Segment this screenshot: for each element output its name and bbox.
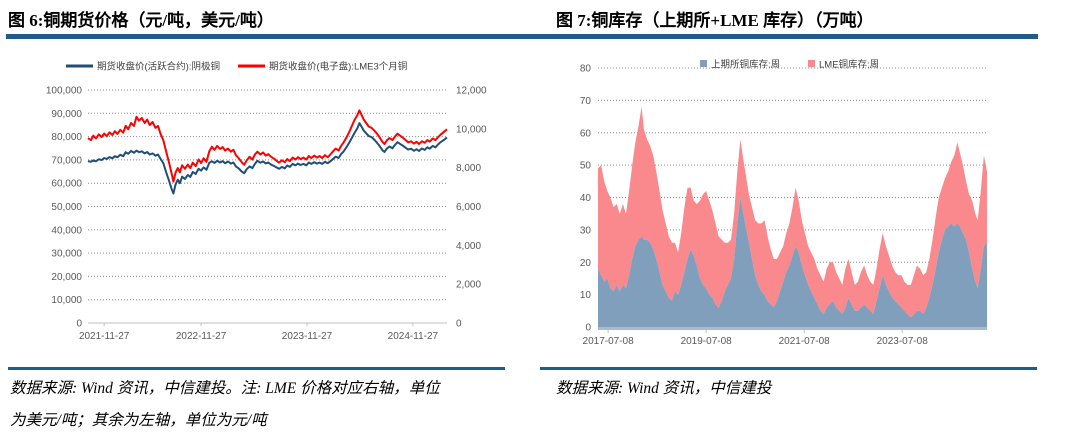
price-right-axis-label: 8,000	[456, 163, 481, 174]
price-gridlines	[88, 89, 447, 301]
inventory-area-lme	[598, 106, 987, 318]
price-left-axis-label: 70,000	[51, 155, 82, 166]
price-left-axis-label: 80,000	[51, 132, 82, 143]
price-plot-area: 0 10,000 20,000 30,000 40,000 50,000 60,000 70,…	[46, 86, 487, 343]
legend-lme-price-label: 期货收盘价(电子盘):LME3个月铜	[269, 61, 407, 73]
price-left-axis-label: 90,000	[51, 109, 82, 120]
left-source-line-2: 为美元/吨；其余为左轴，单位为元/吨	[10, 412, 267, 429]
title-divider-rule	[6, 34, 1038, 39]
price-right-axis-label: 6,000	[456, 202, 481, 213]
inventory-y-axis-label: 70	[580, 96, 592, 107]
price-x-axis-label: 2021-11-27	[79, 331, 130, 342]
price-legend: 期货收盘价(活跃合约):阴极铜 期货收盘价(电子盘):LME3个月铜	[66, 61, 407, 73]
right-source-note: 数据来源: Wind 资讯，中信建投	[556, 373, 771, 405]
inventory-chart-panel: 上期所铜库存:周 LME铜库存:周 0 10 20 30 40 50 60 70 80 2017-…	[540, 46, 1080, 376]
price-left-axis-label: 10,000	[51, 295, 82, 306]
price-chart: 期货收盘价(活跃合约):阴极铜 期货收盘价(电子盘):LME3个月铜 0 10,0…	[46, 61, 487, 343]
inventory-area-shfe	[598, 197, 987, 327]
price-right-axis-label: 0	[456, 319, 462, 330]
inventory-y-axis-label: 20	[580, 258, 592, 269]
inventory-y-axis-label: 60	[580, 128, 592, 139]
price-right-axis-label: 10,000	[456, 124, 487, 135]
left-source-line-1: 数据来源: Wind 资讯，中信建投。注: LME 价格对应右轴，单位	[10, 380, 440, 397]
legend-lme-inventory-label: LME铜库存:周	[819, 59, 879, 71]
price-chart-panel: 期货收盘价(活跃合约):阴极铜 期货收盘价(电子盘):LME3个月铜 0 10,0…	[0, 46, 540, 376]
inventory-y-axis-label: 50	[580, 161, 592, 172]
price-left-axis-label: 30,000	[51, 249, 82, 260]
left-chart-title: 图 6:铜期货价格（元/吨，美元/吨）	[8, 11, 274, 30]
inventory-y-axis-label: 40	[580, 193, 592, 204]
inventory-legend: 上期所铜库存:周 LME铜库存:周	[700, 59, 879, 71]
legend-shfe-price-label: 期货收盘价(活跃合约):阴极铜	[97, 61, 220, 73]
price-left-axis-label: 100,000	[46, 86, 83, 97]
right-source-divider-rule	[540, 367, 1037, 370]
inventory-y-axis-label: 0	[585, 323, 591, 334]
price-line-series-0	[87, 122, 448, 195]
price-left-axis-label: 50,000	[51, 202, 82, 213]
inventory-y-axis-label: 10	[580, 290, 592, 301]
inventory-plot-area: 0 10 20 30 40 50 60 70 80 2017-07-08 2019-07-08 202…	[580, 64, 987, 347]
left-source-divider-rule	[8, 367, 505, 370]
legend-shfe-inventory-label: 上期所铜库存:周	[711, 59, 780, 71]
price-line-series-1	[87, 109, 448, 183]
legend-lme-inventory-swatch	[808, 60, 815, 67]
inventory-x-axis-label: 2019-07-08	[681, 336, 733, 347]
inventory-x-axis-label: 2021-07-08	[779, 336, 831, 347]
right-chart-title: 图 7:铜库存（上期所+LME 库存）（万吨）	[556, 11, 874, 30]
legend-shfe-inventory-swatch	[700, 60, 707, 67]
price-left-axis-label: 20,000	[51, 272, 82, 283]
inventory-x-axis-label: 2023-07-08	[877, 336, 929, 347]
price-right-axis-label: 4,000	[456, 241, 481, 252]
inventory-y-axis-label: 30	[580, 225, 592, 236]
right-source-line: 数据来源: Wind 资讯，中信建投	[556, 380, 772, 397]
price-x-axis-label: 2024-11-27	[388, 331, 439, 342]
price-left-axis-label: 0	[76, 319, 82, 330]
price-x-axis-label: 2023-11-27	[282, 331, 333, 342]
left-source-note: 数据来源: Wind 资讯，中信建投。注: LME 价格对应右轴，单位 为美元/…	[10, 373, 440, 437]
price-right-axis-label: 12,000	[456, 86, 487, 97]
price-left-axis-label: 40,000	[51, 225, 82, 236]
price-x-axis-label: 2022-11-27	[176, 331, 227, 342]
price-left-axis-label: 60,000	[51, 179, 82, 190]
inventory-chart: 上期所铜库存:周 LME铜库存:周 0 10 20 30 40 50 60 70 80 2017-…	[580, 59, 987, 347]
inventory-y-axis-label: 80	[580, 64, 592, 75]
price-right-axis-label: 2,000	[456, 280, 481, 291]
inventory-x-axis-label: 2017-07-08	[583, 336, 635, 347]
inventory-x-axis-line	[598, 327, 987, 330]
